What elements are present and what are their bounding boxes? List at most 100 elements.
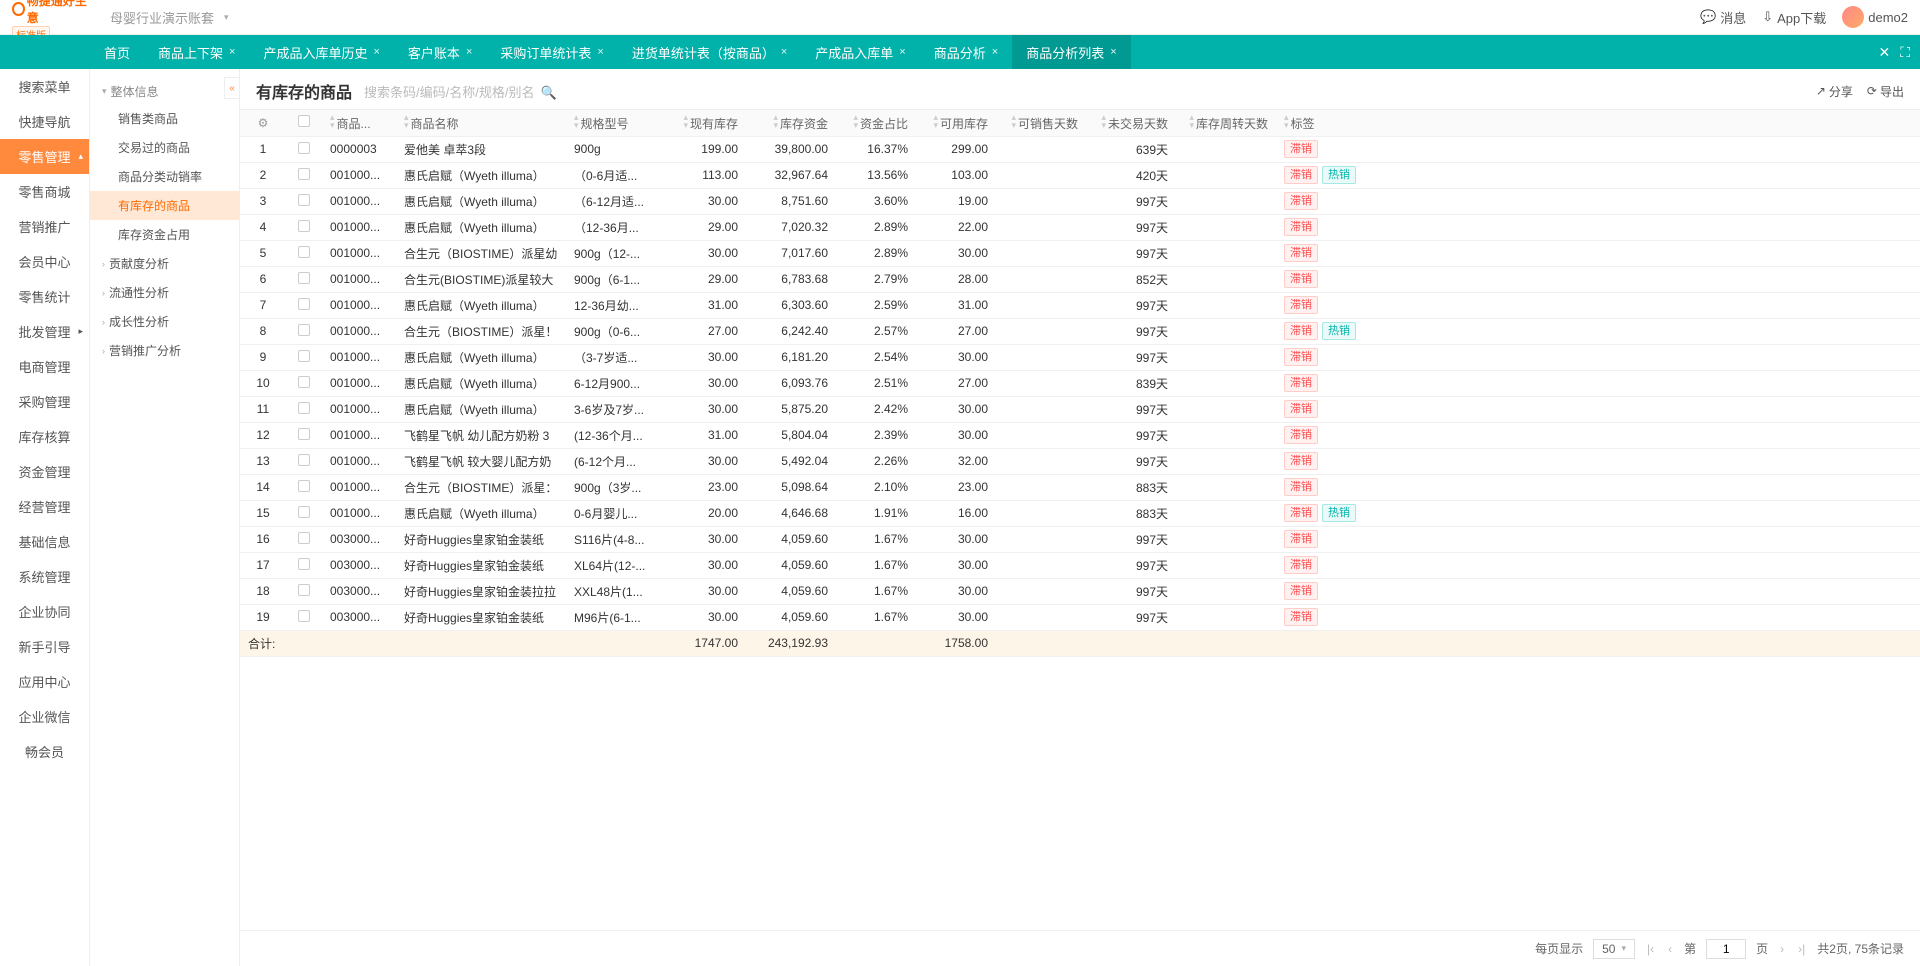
nav-item[interactable]: 会员中心 (0, 244, 89, 279)
column-header[interactable]: ▴▾可销售天数 (996, 110, 1086, 136)
select-all-checkbox[interactable] (298, 115, 310, 127)
close-icon[interactable]: × (466, 46, 472, 58)
nav-item[interactable]: 零售管理▴ (0, 139, 89, 174)
table-row[interactable]: 18003000...好奇Huggies皇家铂金装拉拉XXL48片(1...30… (240, 578, 1920, 604)
side-panel-group[interactable]: ›贡献度分析 (90, 249, 239, 278)
side-panel-group[interactable]: ›成长性分析 (90, 307, 239, 336)
column-header[interactable] (286, 110, 322, 136)
nav-item[interactable]: 畅会员 (0, 734, 89, 769)
nav-item[interactable]: 新手引导 (0, 629, 89, 664)
tab[interactable]: 商品分析× (920, 35, 1012, 69)
table-row[interactable]: 2001000...惠氏启赋（Wyeth illuma）（0-6月适...113… (240, 162, 1920, 188)
table-row[interactable]: 19003000...好奇Huggies皇家铂金装纸M96片(6-1...30.… (240, 604, 1920, 630)
nav-item[interactable]: 库存核算 (0, 419, 89, 454)
row-checkbox[interactable] (298, 298, 310, 310)
nav-item[interactable]: 基础信息 (0, 524, 89, 559)
close-icon[interactable]: × (781, 46, 787, 58)
gear-icon[interactable]: ⚙ (258, 116, 269, 130)
table-row[interactable]: 8001000...合生元（BIOSTIME）派星！900g（0-6...27.… (240, 318, 1920, 344)
close-icon[interactable]: × (899, 46, 905, 58)
nav-item[interactable]: 搜索菜单 (0, 69, 89, 104)
nav-item[interactable]: 营销推广 (0, 209, 89, 244)
row-checkbox[interactable] (298, 246, 310, 258)
last-page-button[interactable]: ›| (1796, 942, 1807, 956)
table-row[interactable]: 13001000...飞鹤星飞帆 较大婴儿配方奶(6-12个月...30.005… (240, 448, 1920, 474)
row-checkbox[interactable] (298, 402, 310, 414)
column-header[interactable]: ▴▾资金占比 (836, 110, 916, 136)
close-icon[interactable]: × (597, 46, 603, 58)
row-checkbox[interactable] (298, 480, 310, 492)
nav-item[interactable]: 应用中心 (0, 664, 89, 699)
nav-item[interactable]: 快捷导航 (0, 104, 89, 139)
tab[interactable]: 产成品入库单历史× (249, 35, 393, 69)
tab[interactable]: 首页 (90, 35, 144, 69)
row-checkbox[interactable] (298, 142, 310, 154)
nav-item[interactable]: 采购管理 (0, 384, 89, 419)
share-button[interactable]: ↗分享 (1816, 83, 1853, 100)
prev-page-button[interactable]: ‹ (1666, 942, 1674, 956)
row-checkbox[interactable] (298, 532, 310, 544)
row-checkbox[interactable] (298, 428, 310, 440)
tab[interactable]: 进货单统计表（按商品）× (618, 35, 801, 69)
column-header[interactable]: ▴▾商品名称 (396, 110, 566, 136)
nav-item[interactable]: 零售商城 (0, 174, 89, 209)
column-header[interactable]: ▴▾标签 (1276, 110, 1920, 136)
nav-item[interactable]: 企业微信 (0, 699, 89, 734)
table-row[interactable]: 10001000...惠氏启赋（Wyeth illuma）6-12月900...… (240, 370, 1920, 396)
row-checkbox[interactable] (298, 272, 310, 284)
table-row[interactable]: 14001000...合生元（BIOSTIME）派星：900g（3岁...23.… (240, 474, 1920, 500)
side-panel-item[interactable]: 交易过的商品 (90, 133, 239, 162)
side-panel-item[interactable]: 有库存的商品 (90, 191, 239, 220)
table-row[interactable]: 17003000...好奇Huggies皇家铂金装纸XL64片(12-...30… (240, 552, 1920, 578)
fullscreen-button[interactable]: ⛶ (1900, 44, 1910, 61)
table-row[interactable]: 6001000...合生元(BIOSTIME)派星较大900g（6-1...29… (240, 266, 1920, 292)
next-page-button[interactable]: › (1778, 942, 1786, 956)
nav-item[interactable]: 电商管理 (0, 349, 89, 384)
table-row[interactable]: 4001000...惠氏启赋（Wyeth illuma）（12-36月...29… (240, 214, 1920, 240)
side-panel-root[interactable]: ▾整体信息 (90, 79, 239, 104)
column-header[interactable]: ▴▾商品... (322, 110, 396, 136)
nav-item[interactable]: 资金管理 (0, 454, 89, 489)
first-page-button[interactable]: |‹ (1645, 942, 1656, 956)
nav-item[interactable]: 企业协同 (0, 594, 89, 629)
nav-item[interactable]: 批发管理▸ (0, 314, 89, 349)
tab[interactable]: 商品上下架× (144, 35, 249, 69)
row-checkbox[interactable] (298, 168, 310, 180)
row-checkbox[interactable] (298, 350, 310, 362)
search-input[interactable]: 搜索条码/编码/名称/规格/别名🔍 (364, 82, 557, 101)
page-input[interactable] (1706, 939, 1746, 959)
app-download-button[interactable]: ⇩App下载 (1762, 8, 1826, 27)
user-menu[interactable]: demo2 (1842, 6, 1908, 28)
close-icon[interactable]: × (229, 46, 235, 58)
column-header[interactable]: ▴▾未交易天数 (1086, 110, 1176, 136)
tab[interactable]: 商品分析列表× (1012, 35, 1130, 69)
column-header[interactable]: ⚙ (240, 110, 286, 136)
tab[interactable]: 产成品入库单× (801, 35, 919, 69)
table-row[interactable]: 15001000...惠氏启赋（Wyeth illuma）0-6月婴儿...20… (240, 500, 1920, 526)
side-panel-group[interactable]: ›营销推广分析 (90, 336, 239, 365)
export-button[interactable]: ⟳导出 (1867, 83, 1904, 100)
table-row[interactable]: 12001000...飞鹤星飞帆 幼儿配方奶粉 3(12-36个月...31.0… (240, 422, 1920, 448)
row-checkbox[interactable] (298, 220, 310, 232)
row-checkbox[interactable] (298, 610, 310, 622)
side-panel-item[interactable]: 销售类商品 (90, 104, 239, 133)
tab[interactable]: 采购订单统计表× (486, 35, 617, 69)
column-header[interactable]: ▴▾库存资金 (746, 110, 836, 136)
nav-item[interactable]: 零售统计 (0, 279, 89, 314)
messages-button[interactable]: 💬消息 (1700, 8, 1746, 27)
column-header[interactable]: ▴▾库存周转天数 (1176, 110, 1276, 136)
collapse-panel-button[interactable]: « (224, 77, 240, 99)
nav-item[interactable]: 经营管理 (0, 489, 89, 524)
close-all-tabs-button[interactable]: ✕ (1878, 44, 1890, 61)
side-panel-group[interactable]: ›流通性分析 (90, 278, 239, 307)
close-icon[interactable]: × (1110, 46, 1116, 58)
side-panel-item[interactable]: 库存资金占用 (90, 220, 239, 249)
row-checkbox[interactable] (298, 558, 310, 570)
table-row[interactable]: 11001000...惠氏启赋（Wyeth illuma）3-6岁及7岁...3… (240, 396, 1920, 422)
row-checkbox[interactable] (298, 194, 310, 206)
side-panel-item[interactable]: 商品分类动销率 (90, 162, 239, 191)
account-selector[interactable]: 母婴行业演示账套 ▾ (110, 8, 229, 27)
column-header[interactable]: ▴▾规格型号 (566, 110, 666, 136)
nav-item[interactable]: 系统管理 (0, 559, 89, 594)
close-icon[interactable]: × (992, 46, 998, 58)
